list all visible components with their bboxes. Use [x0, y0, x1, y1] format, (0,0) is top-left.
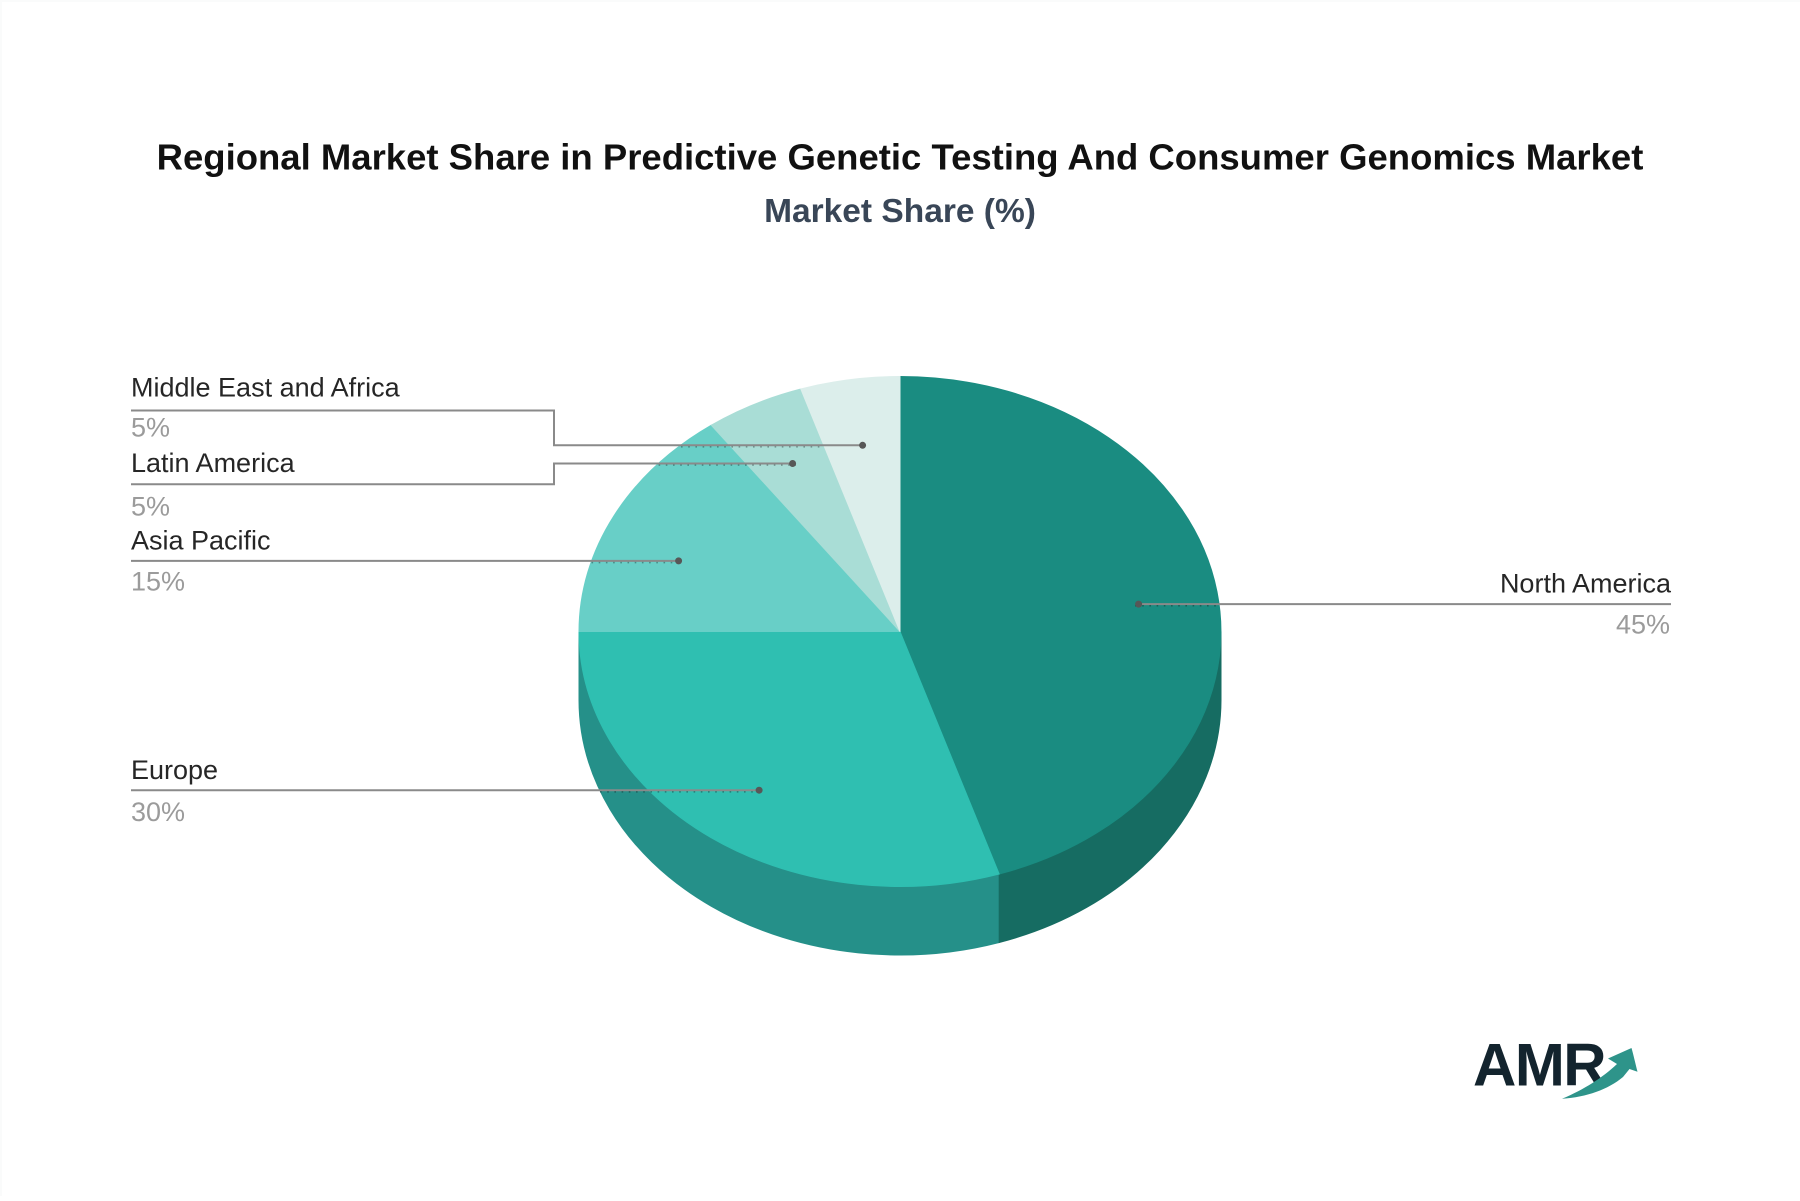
- svg-text:Middle East and Africa: Middle East and Africa: [131, 372, 401, 402]
- svg-text:North America: North America: [1500, 569, 1672, 599]
- svg-text:Europe: Europe: [131, 755, 218, 785]
- svg-text:Market Share (%): Market Share (%): [764, 193, 1036, 230]
- svg-text:5%: 5%: [131, 492, 170, 522]
- svg-text:Regional Market Share in Predi: Regional Market Share in Predictive Gene…: [157, 137, 1644, 178]
- svg-text:45%: 45%: [1616, 609, 1670, 639]
- svg-text:Asia Pacific: Asia Pacific: [131, 526, 271, 556]
- svg-text:5%: 5%: [131, 413, 170, 443]
- svg-text:Latin America: Latin America: [131, 448, 296, 478]
- svg-text:15%: 15%: [131, 566, 185, 596]
- svg-text:30%: 30%: [131, 797, 185, 827]
